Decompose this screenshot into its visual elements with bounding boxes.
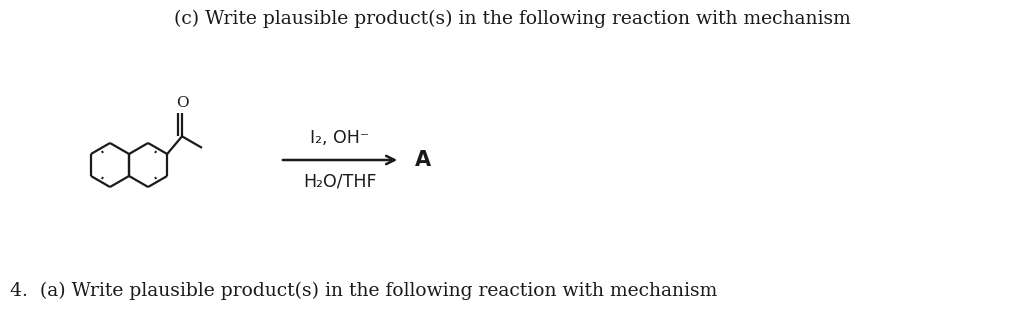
Text: 4.  (a) Write plausible product(s) in the following reaction with mechanism: 4. (a) Write plausible product(s) in the… <box>10 282 717 300</box>
Text: O: O <box>176 96 188 110</box>
Text: (c) Write plausible product(s) in the following reaction with mechanism: (c) Write plausible product(s) in the fo… <box>174 10 850 28</box>
Text: I₂, OH⁻: I₂, OH⁻ <box>310 129 370 147</box>
Text: A: A <box>415 150 431 170</box>
Text: H₂O/THF: H₂O/THF <box>303 173 377 191</box>
